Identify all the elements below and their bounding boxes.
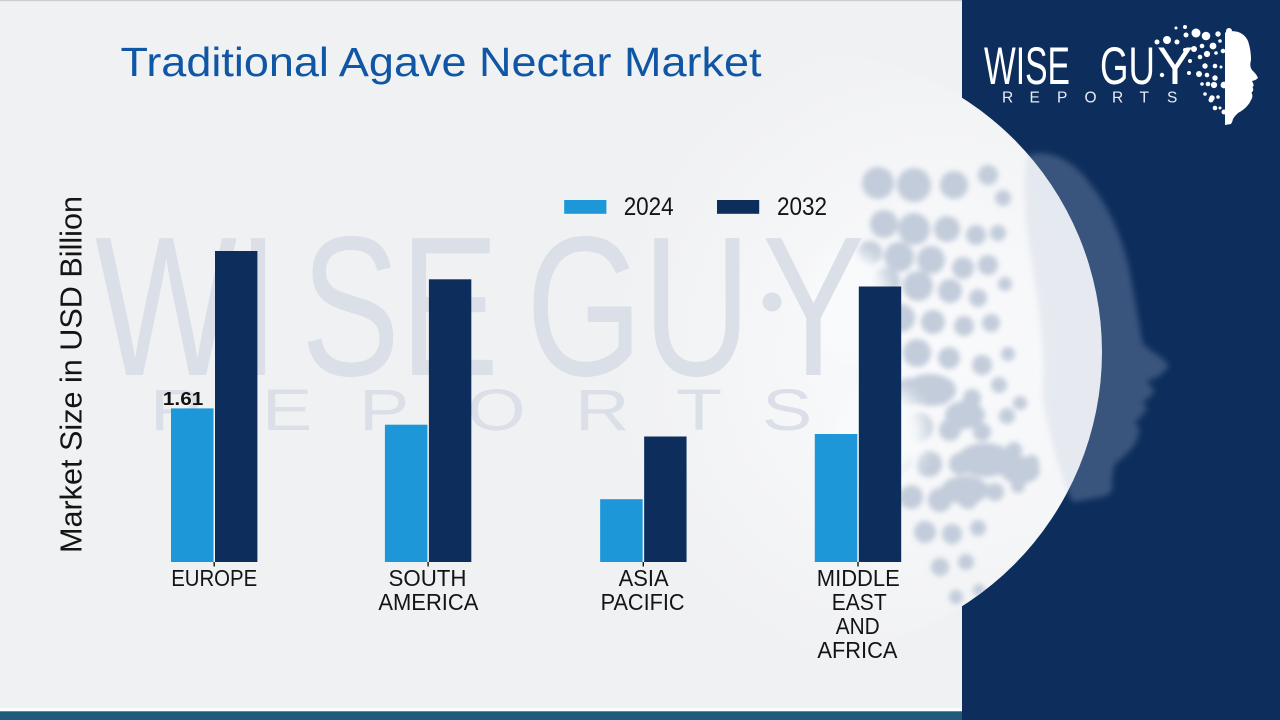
svg-text:SOUTH: SOUTH (389, 565, 467, 591)
svg-text:EUROPE: EUROPE (171, 565, 257, 591)
svg-text:WISE: WISE (984, 37, 1070, 96)
svg-text:AFRICA: AFRICA (817, 637, 897, 663)
svg-text:2032: 2032 (777, 193, 827, 221)
svg-text:MIDDLE: MIDDLE (817, 565, 900, 591)
svg-text:S: S (762, 378, 812, 443)
svg-text:EAST: EAST (832, 589, 887, 615)
svg-text:ASIA: ASIA (619, 565, 669, 591)
svg-text:AND: AND (836, 613, 880, 639)
svg-text:Y: Y (1157, 37, 1193, 96)
svg-text:GU: GU (1100, 37, 1155, 96)
svg-text:T: T (676, 378, 722, 443)
svg-text:Traditional Agave Nectar Marke: Traditional Agave Nectar Market (121, 39, 763, 85)
svg-text:O: O (467, 378, 526, 443)
svg-text:E: E (262, 378, 312, 443)
svg-text:Market Size in USD Billion: Market Size in USD Billion (54, 196, 89, 553)
svg-text:1.61: 1.61 (163, 388, 203, 409)
svg-text:GU: GU (526, 196, 751, 418)
svg-text:AMERICA: AMERICA (378, 589, 478, 615)
svg-text:2024: 2024 (624, 193, 674, 221)
svg-text:R: R (575, 378, 629, 443)
svg-text:PACIFIC: PACIFIC (601, 589, 685, 615)
